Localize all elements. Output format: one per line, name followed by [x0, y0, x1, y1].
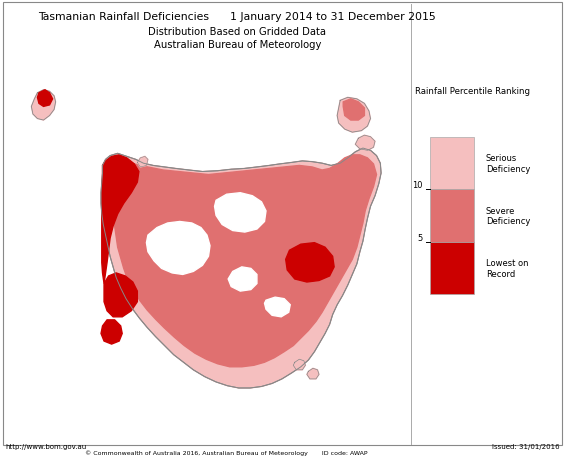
Text: Australian Bureau of Meteorology: Australian Bureau of Meteorology [154, 40, 321, 50]
Text: Severe
Deficiency: Severe Deficiency [486, 207, 531, 226]
Bar [430, 242, 474, 294]
Polygon shape [102, 156, 139, 284]
Polygon shape [264, 297, 290, 317]
Polygon shape [337, 98, 371, 133]
Polygon shape [101, 149, 381, 388]
Text: 5: 5 [418, 233, 423, 242]
Polygon shape [101, 320, 122, 344]
Polygon shape [146, 222, 210, 275]
Polygon shape [114, 156, 376, 367]
Polygon shape [355, 136, 375, 151]
Text: 10: 10 [412, 181, 423, 190]
Text: Rainfall Percentile Ranking: Rainfall Percentile Ranking [415, 87, 531, 96]
Text: Tasmanian Rainfall Deficiencies      1 January 2014 to 31 December 2015: Tasmanian Rainfall Deficiencies 1 Januar… [38, 11, 436, 22]
Polygon shape [104, 273, 137, 317]
Text: Issued: 31/01/2016: Issued: 31/01/2016 [492, 443, 559, 449]
Bar [430, 190, 474, 242]
Text: Lowest on
Record: Lowest on Record [486, 258, 528, 278]
Text: © Commonwealth of Australia 2016, Australian Bureau of Meteorology       ID code: © Commonwealth of Australia 2016, Austra… [85, 450, 367, 455]
Polygon shape [307, 369, 319, 379]
Polygon shape [37, 90, 53, 107]
Bar [430, 138, 474, 190]
Polygon shape [286, 243, 334, 282]
Polygon shape [137, 157, 148, 168]
Polygon shape [228, 267, 257, 291]
Text: Distribution Based on Gridded Data: Distribution Based on Gridded Data [148, 27, 327, 37]
Polygon shape [32, 90, 55, 121]
Polygon shape [293, 359, 305, 370]
Polygon shape [343, 100, 364, 121]
Text: Serious
Deficiency: Serious Deficiency [486, 154, 531, 174]
Polygon shape [215, 193, 266, 233]
Text: http://www.bom.gov.au: http://www.bom.gov.au [6, 443, 87, 449]
